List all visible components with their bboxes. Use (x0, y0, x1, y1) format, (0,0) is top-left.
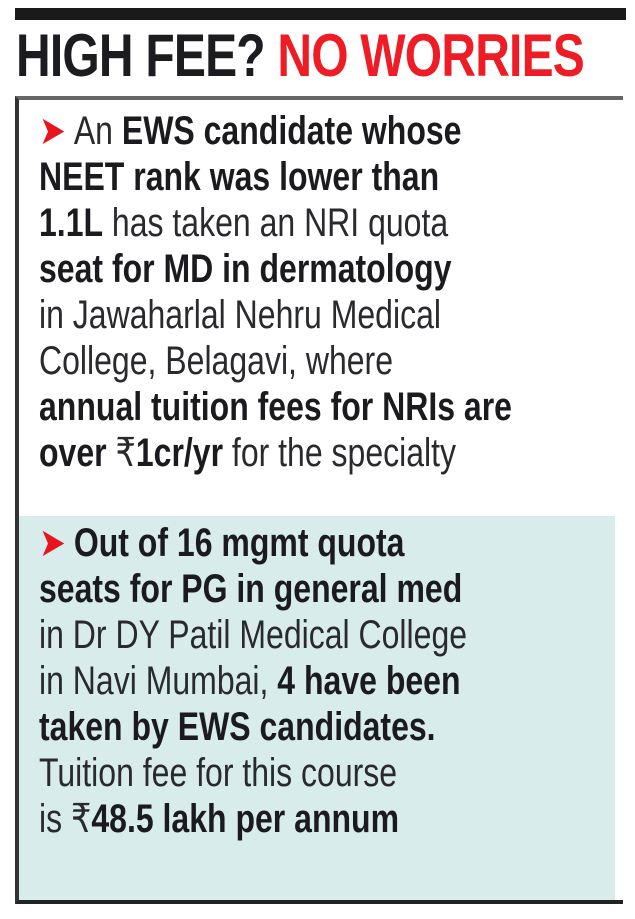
text-line: seat for MD in dermatology (39, 246, 452, 292)
bullet-arrow-icon: ➤ (39, 109, 66, 153)
text-segment: ₹ (115, 431, 136, 475)
headline-part1: HIGH FEE? (16, 22, 266, 89)
text-segment: 1cr/yr (135, 431, 224, 475)
text-segment: taken by EWS candidates. (39, 705, 436, 749)
info-box: ➤ An EWS candidate whose NEET rank was low… (15, 96, 623, 904)
text-segment: seats for PG in general med (39, 567, 463, 611)
headline: HIGH FEE? NO WORRIES (16, 22, 585, 90)
text-line: seats for PG in general med (39, 566, 462, 612)
headline-part2: NO WORRIES (277, 22, 585, 89)
text-segment: in Jawaharlal Nehru Medical (39, 293, 441, 337)
text-segment: is (39, 797, 71, 841)
text-line: 1.1L has taken an NRI quota (39, 200, 448, 246)
text-line: in Navi Mumbai, 4 have been (39, 658, 461, 704)
bullet-arrow-icon: ➤ (39, 521, 66, 565)
text-line: in Dr DY Patil Medical College (39, 612, 467, 658)
text-segment: 4 have been (277, 659, 461, 703)
text-segment: seat for MD in dermatology (39, 247, 452, 291)
section-mgmt-quota: ➤ Out of 16 mgmt quota seats for PG in gen… (19, 516, 615, 900)
text-line: ➤ Out of 16 mgmt quota (39, 520, 404, 566)
text-segment: 1.1L (39, 201, 104, 245)
text-segment: annual tuition fees for NRIs are (39, 385, 512, 429)
text-segment: NEET rank was lower than (39, 155, 440, 199)
text-segment: EWS candidate whose (121, 109, 462, 153)
text-line: taken by EWS candidates. (39, 704, 436, 750)
text-segment: Out of 16 mgmt quota (73, 521, 405, 565)
text-line: Tuition fee for this course (39, 750, 397, 796)
text-segment: has taken an NRI quota (103, 201, 449, 245)
text-line: NEET rank was lower than (39, 154, 439, 200)
text-line: College, Belagavi, where (39, 338, 393, 384)
text-line: over ₹1cr/yr for the specialty (39, 430, 456, 476)
text-line: is ₹48.5 lakh per annum (39, 796, 399, 842)
text-line: ➤ An EWS candidate whose (39, 108, 461, 154)
text-segment: over (39, 431, 116, 475)
text-segment: Tuition fee for this course (39, 751, 398, 795)
top-rule (15, 8, 626, 20)
text-segment: for the specialty (223, 431, 457, 475)
text-segment: in Dr DY Patil Medical College (39, 613, 468, 657)
text-segment: College, Belagavi, where (39, 339, 393, 383)
text-line: annual tuition fees for NRIs are (39, 384, 512, 430)
text-line: in Jawaharlal Nehru Medical (39, 292, 441, 338)
text-segment: 48.5 lakh per annum (91, 797, 400, 841)
text-segment: An (73, 109, 122, 153)
section-ews-nri-quota: ➤ An EWS candidate whose NEET rank was low… (19, 106, 623, 510)
text-segment: ₹ (71, 797, 92, 841)
text-segment: in Navi Mumbai, (39, 659, 278, 703)
